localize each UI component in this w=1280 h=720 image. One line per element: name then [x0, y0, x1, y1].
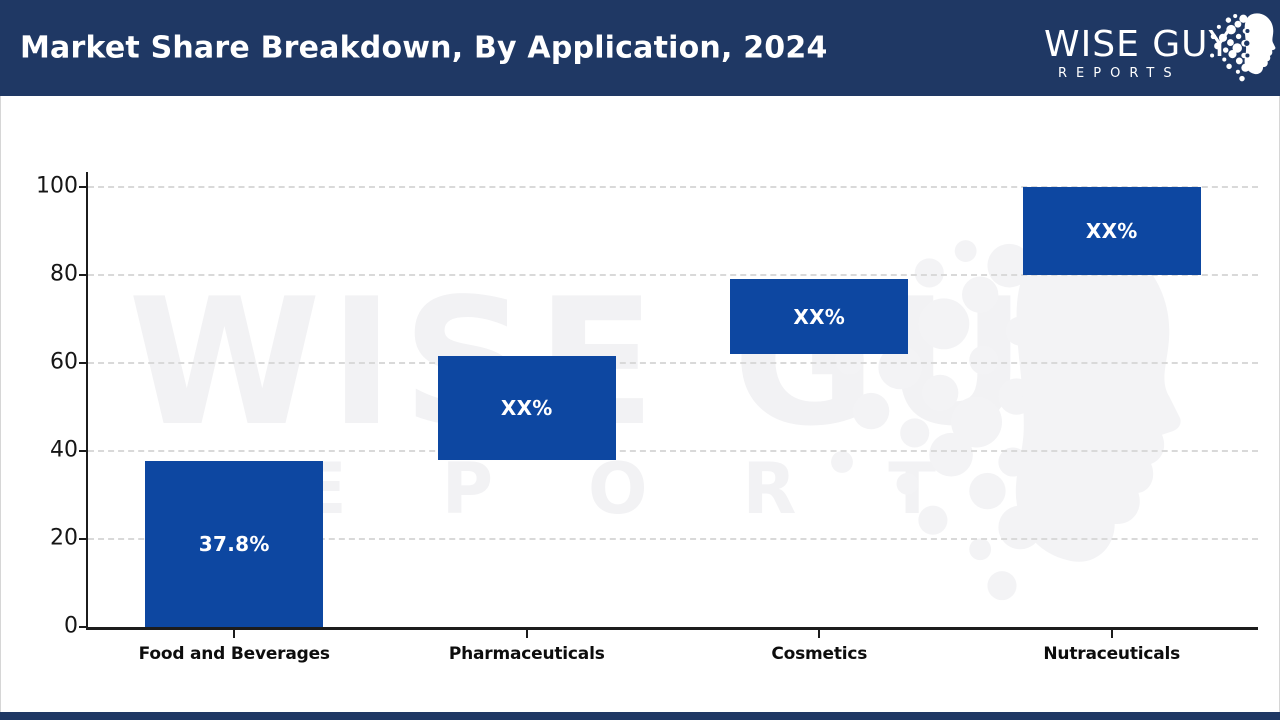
x-tick-mark — [233, 630, 236, 638]
y-tick-mark — [79, 274, 87, 276]
y-tick-mark — [79, 626, 87, 628]
x-category-label: Cosmetics — [771, 644, 868, 664]
x-axis-line — [86, 627, 1258, 630]
bar-segment: XX% — [1022, 187, 1201, 275]
x-tick-mark — [1110, 630, 1113, 638]
bar-value-label: XX% — [793, 304, 846, 329]
y-tick-mark — [79, 538, 87, 540]
bar-value-label: XX% — [500, 396, 553, 421]
gridline — [88, 186, 1258, 188]
bar-value-label: 37.8% — [198, 531, 270, 556]
wise-guy-face-icon — [1210, 13, 1276, 82]
bar-value-label: XX% — [1085, 219, 1138, 243]
gridline — [88, 274, 1258, 276]
y-tick-mark — [79, 362, 87, 364]
y-tick-label: 40 — [50, 437, 78, 463]
x-tick-mark — [525, 630, 528, 638]
gridline — [88, 450, 1258, 452]
logo-wordmark: WISE GUY — [1044, 24, 1232, 65]
logo-subtitle: REPORTS — [1058, 66, 1181, 81]
chart-area: WISE GUY REPORTS 0 20 40 60 80 100 37.8% XX% XX%… — [0, 96, 1280, 712]
y-tick-label: 100 — [36, 173, 78, 199]
gridline — [88, 362, 1258, 364]
y-axis-line — [86, 172, 88, 630]
y-tick-label: 80 — [50, 261, 78, 287]
footer-bar — [0, 712, 1280, 720]
gridline — [88, 538, 1258, 540]
x-tick-mark — [818, 630, 821, 638]
y-tick-mark — [79, 186, 87, 188]
wise-guy-logo: WISE GUY REPORTS — [1032, 0, 1280, 96]
header-banner: Market Share Breakdown, By Application, … — [0, 0, 1280, 96]
y-tick-mark — [79, 450, 87, 452]
x-category-label: Food and Beverages — [138, 644, 330, 664]
bar-segment: 37.8% — [145, 460, 324, 627]
x-category-label: Pharmaceuticals — [448, 644, 605, 664]
page-title: Market Share Breakdown, By Application, … — [20, 30, 828, 66]
bar-segment: XX% — [437, 356, 616, 460]
x-category-label: Nutraceuticals — [1043, 644, 1181, 664]
bar-segment: XX% — [730, 279, 909, 355]
y-tick-label: 20 — [50, 525, 78, 551]
y-tick-label: 60 — [50, 349, 78, 375]
y-tick-label: 0 — [64, 613, 78, 639]
